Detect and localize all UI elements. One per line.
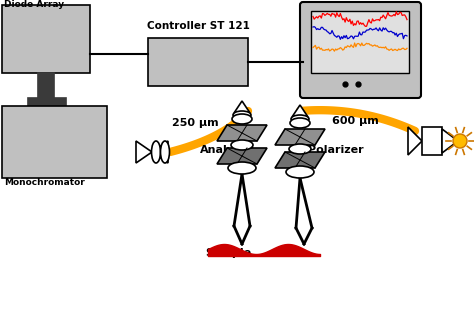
Text: Monochromator: Monochromator <box>4 178 85 187</box>
Bar <box>28 98 66 106</box>
Polygon shape <box>234 101 250 113</box>
Ellipse shape <box>233 111 251 119</box>
Text: Polarizer: Polarizer <box>308 145 364 155</box>
Text: Controller ST 121: Controller ST 121 <box>146 21 249 31</box>
Bar <box>422 127 442 155</box>
Bar <box>148 38 248 86</box>
Ellipse shape <box>291 115 309 123</box>
FancyBboxPatch shape <box>300 2 421 98</box>
Ellipse shape <box>232 114 252 124</box>
Ellipse shape <box>231 140 253 150</box>
Text: 250 μm: 250 μm <box>172 118 219 128</box>
Ellipse shape <box>228 162 256 174</box>
Bar <box>38 73 54 99</box>
Polygon shape <box>275 129 325 145</box>
Polygon shape <box>136 141 152 163</box>
Ellipse shape <box>289 144 311 154</box>
Ellipse shape <box>290 118 310 128</box>
Polygon shape <box>442 129 458 153</box>
Text: Analyzer: Analyzer <box>200 145 255 155</box>
Circle shape <box>453 134 467 148</box>
Polygon shape <box>217 148 267 164</box>
Polygon shape <box>152 141 168 163</box>
Ellipse shape <box>286 166 314 178</box>
Polygon shape <box>217 125 267 141</box>
Bar <box>2 106 107 178</box>
Polygon shape <box>292 105 308 117</box>
Polygon shape <box>275 152 325 168</box>
Polygon shape <box>408 127 422 155</box>
Ellipse shape <box>152 141 161 163</box>
Ellipse shape <box>161 141 170 163</box>
Bar <box>311 11 409 73</box>
Bar <box>2 5 90 73</box>
Text: Diode Array: Diode Array <box>4 0 64 9</box>
Text: 600 μm: 600 μm <box>332 116 379 126</box>
Text: Sample: Sample <box>205 248 251 258</box>
